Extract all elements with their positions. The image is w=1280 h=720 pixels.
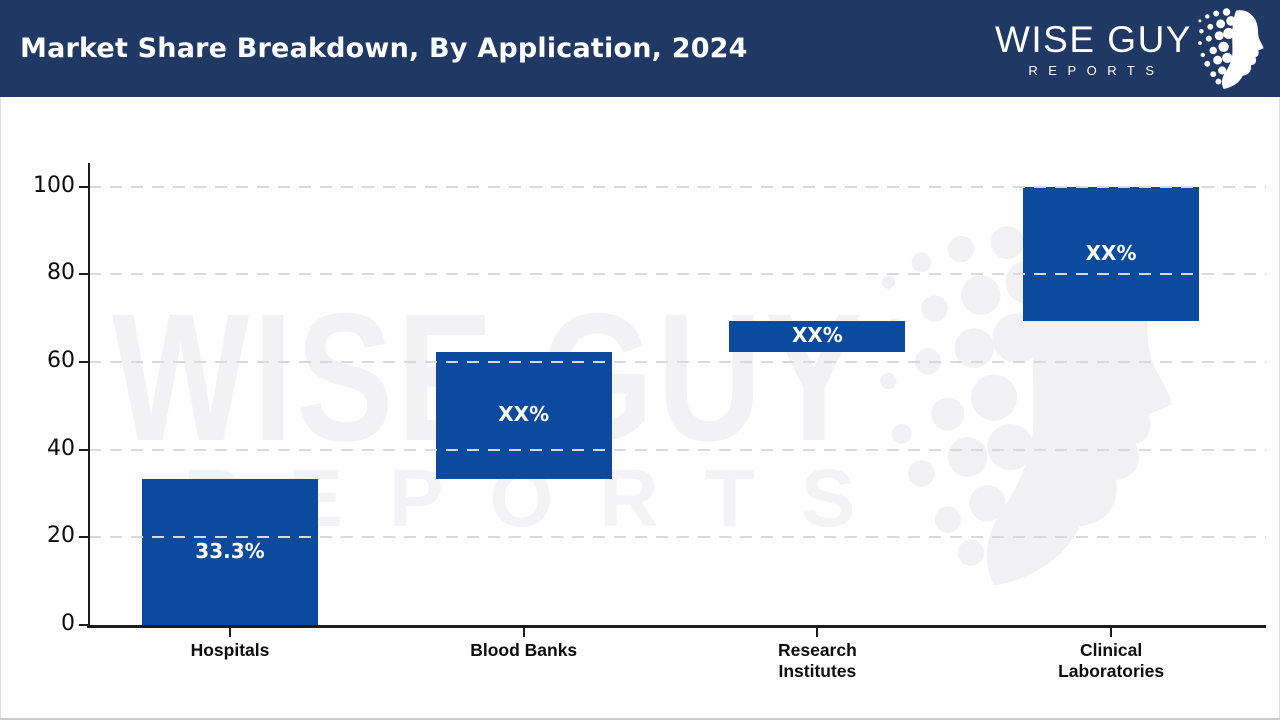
x-tick-mark: [229, 628, 231, 637]
bar-value-label: XX%: [1085, 240, 1137, 265]
bar-value-label: XX%: [791, 323, 843, 348]
bar: [435, 351, 612, 480]
x-tick-mark: [522, 628, 525, 637]
gridline: [89, 185, 1266, 188]
y-tick-label: 80: [47, 260, 75, 286]
x-category-label: Clinical Laboratories: [1058, 640, 1165, 681]
y-tick-label: 40: [47, 435, 75, 461]
y-tick-mark: [79, 185, 88, 188]
logo-dot-head-icon: [1198, 8, 1264, 89]
y-axis-line: [88, 163, 90, 628]
y-tick-label: 60: [47, 348, 75, 374]
header-bar: Market Share Breakdown, By Application, …: [0, 0, 1280, 97]
x-tick-mark: [1110, 628, 1113, 637]
gridline: [89, 273, 1266, 276]
gridline: [89, 536, 1266, 539]
logo-reports-label: REPORTS: [1028, 62, 1165, 78]
bar: [142, 479, 318, 625]
x-category-label: Research Institutes: [777, 640, 857, 681]
bar-value-label: 33.3%: [195, 539, 265, 564]
y-tick-mark: [79, 624, 88, 626]
bar: [729, 320, 906, 352]
y-tick-mark: [79, 273, 88, 276]
x-category-label: Blood Banks: [470, 640, 578, 660]
y-tick-mark: [79, 361, 88, 364]
y-tick-label: 20: [47, 523, 75, 549]
bar-value-label: XX%: [498, 402, 550, 427]
logo-wise-guy-label: WISE GUY: [994, 18, 1192, 60]
x-category-label: Hospitals: [190, 640, 270, 660]
x-tick-mark: [816, 628, 819, 637]
y-tick-mark: [79, 536, 88, 539]
wise-guy-reports-logo: WISE GUY REPORTS: [995, 4, 1268, 94]
y-tick-label: 0: [61, 611, 75, 636]
y-tick-label: 100: [33, 172, 75, 198]
y-tick-mark: [79, 448, 88, 451]
gridline: [89, 361, 1266, 364]
x-axis-line: [87, 625, 1266, 628]
logo-text: WISE GUY REPORTS: [994, 18, 1192, 79]
page-title: Market Share Breakdown, By Application, …: [20, 33, 748, 64]
gridline: [89, 448, 1266, 451]
